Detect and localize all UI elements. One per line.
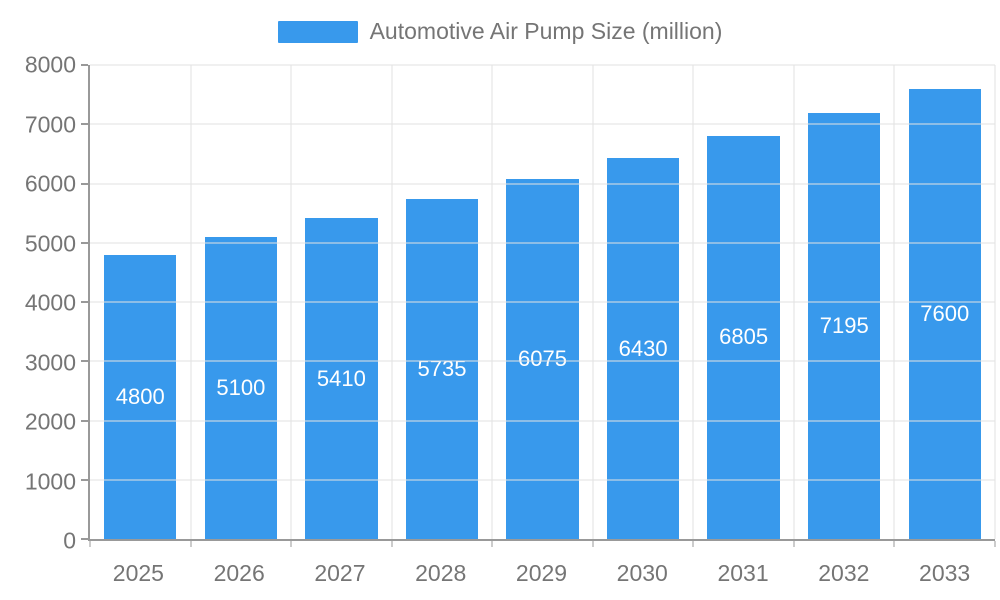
bar-value-label: 6430: [618, 335, 668, 361]
y-axis-tick: [81, 241, 88, 244]
y-axis-tick: [81, 182, 88, 185]
y-axis-label: 4000: [24, 289, 76, 316]
x-axis-tick: [591, 541, 594, 547]
horizontal-gridline: [90, 123, 995, 125]
bar-value-label: 6805: [719, 324, 769, 350]
x-axis-tick: [994, 541, 996, 547]
bar-slot: 7600: [895, 65, 996, 539]
bar-value-label: 7600: [920, 300, 970, 326]
vertical-gridline: [692, 65, 694, 539]
horizontal-gridline: [90, 183, 995, 184]
x-axis-label: 2028: [415, 560, 467, 586]
x-axis-tick: [893, 541, 896, 547]
bar-slot: 6805: [693, 65, 794, 539]
y-axis-tick: [81, 123, 88, 126]
y-axis-label: 1000: [24, 468, 76, 494]
x-axis-label: 2031: [717, 560, 769, 586]
x-axis-tick: [290, 541, 293, 547]
bar-slot: 5410: [291, 65, 392, 539]
bar-slot: 5100: [191, 65, 292, 539]
bar-value-label: 5100: [216, 374, 266, 400]
bar[interactable]: 6075: [506, 179, 579, 539]
bar-slot: 6075: [492, 65, 593, 539]
vertical-gridline: [190, 65, 192, 539]
horizontal-gridline: [90, 420, 995, 421]
bars-container: 4800 5100 5410 5735 6075 6430 6805 7195 7600: [90, 65, 995, 539]
legend-swatch: [277, 20, 358, 43]
x-axis-tick: [792, 541, 795, 547]
bar[interactable]: 7600: [908, 88, 981, 539]
x-axis-label: 2030: [616, 560, 668, 586]
y-axis-tick: [81, 301, 88, 303]
y-axis-tick: [81, 360, 88, 363]
bar-value-label: 7195: [819, 312, 869, 338]
bar[interactable]: 4800: [104, 254, 177, 539]
vertical-gridline: [893, 65, 895, 539]
bar[interactable]: 6430: [606, 158, 680, 539]
y-axis-labels: 0 1000 2000 3000 4000 5000 6000 7000 8000: [0, 52, 76, 554]
horizontal-gridline: [90, 360, 995, 362]
x-axis-tick: [89, 541, 91, 547]
y-axis-label: 2000: [24, 408, 76, 435]
y-axis-label: 3000: [24, 349, 76, 375]
x-axis-label: 2026: [213, 560, 265, 586]
chart-legend[interactable]: Automotive Air Pump Size (million): [0, 18, 1000, 45]
y-axis-tick: [81, 419, 88, 422]
vertical-gridline: [994, 65, 996, 539]
x-axis-tick: [491, 541, 494, 547]
bar-slot: 5735: [392, 65, 493, 539]
bar[interactable]: 5410: [305, 218, 378, 539]
x-axis-tick: [189, 541, 192, 547]
y-axis-label: 8000: [24, 51, 76, 78]
x-axis-label: 2033: [919, 560, 971, 586]
y-axis-label: 7000: [24, 111, 76, 137]
x-axis-label: 2027: [314, 560, 366, 586]
bar[interactable]: 6805: [707, 135, 780, 539]
bar[interactable]: 5735: [405, 199, 479, 539]
y-axis-label: 5000: [24, 230, 76, 256]
horizontal-gridline: [90, 242, 995, 244]
x-axis-label: 2032: [818, 560, 870, 586]
y-axis-tick: [81, 64, 88, 66]
x-axis-tick: [692, 541, 695, 547]
x-axis-labels: 2025 2026 2027 2028 2029 2030 2031 2032 2033: [88, 556, 995, 592]
y-axis-label: 0: [63, 527, 76, 554]
vertical-gridline: [592, 65, 594, 539]
bar-slot: 6430: [593, 65, 694, 539]
bar[interactable]: 5100: [204, 236, 278, 539]
y-axis-tick: [81, 538, 88, 540]
y-axis-tick: [81, 478, 88, 481]
x-axis-tick: [390, 541, 393, 547]
y-axis-label: 6000: [24, 170, 76, 197]
x-axis-label: 2025: [112, 560, 164, 586]
x-axis-label: 2029: [515, 560, 568, 586]
plot-area: 4800 5100 5410 5735 6075 6430 6805 7195 7600: [81, 64, 996, 547]
vertical-gridline: [793, 65, 795, 539]
vertical-gridline: [290, 65, 292, 539]
bar-value-label: 5410: [316, 365, 366, 391]
vertical-gridline: [391, 65, 393, 539]
horizontal-gridline: [90, 64, 995, 66]
bar-value-label: 5735: [417, 356, 467, 382]
bar[interactable]: 7195: [808, 112, 881, 539]
vertical-gridline: [491, 65, 493, 539]
bar-value-label: 6075: [518, 346, 567, 372]
bar-value-label: 4800: [115, 383, 165, 409]
horizontal-gridline: [90, 479, 995, 481]
horizontal-gridline: [90, 301, 995, 303]
legend-label: Automotive Air Pump Size (million): [369, 18, 723, 44]
